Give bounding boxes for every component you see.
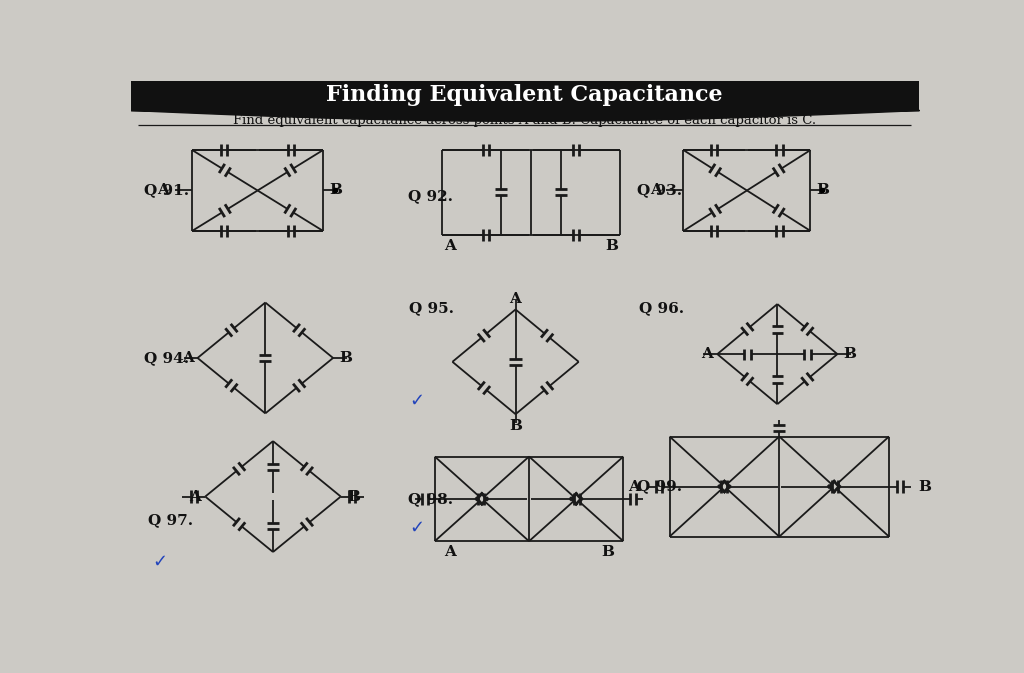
Text: B: B [339, 351, 352, 365]
Text: ✓: ✓ [410, 518, 424, 536]
Text: A: A [629, 480, 640, 493]
Text: B: B [816, 184, 829, 197]
Text: B: B [509, 419, 522, 433]
Text: B: B [919, 480, 931, 493]
Bar [131, 79, 920, 110]
Text: Q 99.: Q 99. [637, 480, 682, 493]
Text: Q 97.: Q 97. [147, 513, 193, 527]
Text: ✓: ✓ [153, 553, 167, 571]
Text: A: A [444, 545, 456, 559]
Text: Find equivalent capacitance across points A and B. Capacitance of each capacitor: Find equivalent capacitance across point… [233, 114, 816, 127]
Text: Q 94.: Q 94. [144, 351, 189, 365]
Text: A: A [189, 489, 202, 503]
Text: Q 91.: Q 91. [144, 184, 189, 197]
Text: A: A [701, 347, 714, 361]
Text: A: A [444, 238, 456, 252]
Text: Q 92.: Q 92. [408, 189, 453, 203]
Text: B: B [605, 238, 618, 252]
Text: A: A [650, 184, 662, 197]
Text: B: B [347, 489, 359, 503]
Text: ✓: ✓ [410, 391, 424, 409]
Text: Q 96.: Q 96. [639, 301, 684, 315]
Text: B: B [601, 545, 614, 559]
Text: Q 95.: Q 95. [410, 301, 455, 315]
Text: A: A [158, 184, 169, 197]
Text: B: B [844, 347, 857, 361]
Text: A: A [510, 291, 521, 306]
Text: Q 93.: Q 93. [637, 184, 682, 197]
Text: A: A [182, 351, 194, 365]
Text: Finding Equivalent Capacitance: Finding Equivalent Capacitance [327, 84, 723, 106]
Text: B: B [330, 184, 342, 197]
Text: Q 98.: Q 98. [408, 492, 453, 506]
